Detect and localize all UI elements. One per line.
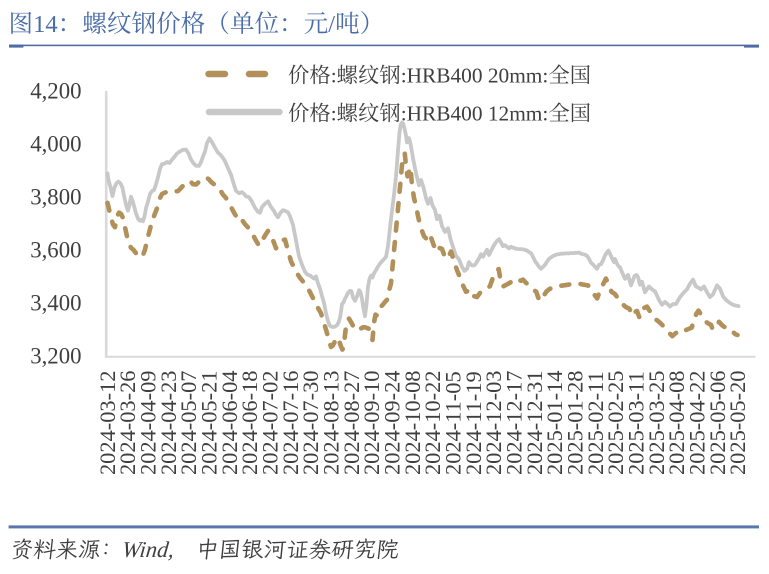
svg-text:2024-03-26: 2024-03-26 bbox=[115, 371, 140, 475]
svg-text:2024-09-10: 2024-09-10 bbox=[359, 371, 384, 475]
svg-text:2025-03-11: 2025-03-11 bbox=[624, 371, 649, 475]
svg-text:2025-01-28: 2025-01-28 bbox=[563, 371, 588, 475]
svg-text:2025-02-11: 2025-02-11 bbox=[583, 371, 608, 475]
svg-text:2024-08-13: 2024-08-13 bbox=[319, 371, 344, 475]
svg-text::: : bbox=[331, 102, 337, 126]
svg-text:2024-04-09: 2024-04-09 bbox=[136, 371, 161, 475]
svg-text:3,800: 3,800 bbox=[30, 184, 81, 209]
svg-text:2025-03-25: 2025-03-25 bbox=[644, 371, 669, 475]
svg-text:2024-07-02: 2024-07-02 bbox=[258, 371, 283, 475]
svg-text::HRB400 20mm:: :HRB400 20mm: bbox=[401, 64, 549, 88]
svg-text:/: / bbox=[328, 11, 335, 38]
svg-text:2025-05-20: 2025-05-20 bbox=[725, 371, 750, 475]
svg-text:4,000: 4,000 bbox=[30, 131, 81, 156]
svg-text:2024-11-19: 2024-11-19 bbox=[461, 371, 486, 475]
svg-text:2024-09-24: 2024-09-24 bbox=[380, 371, 405, 475]
svg-text:2024-05-07: 2024-05-07 bbox=[176, 371, 201, 475]
svg-text:2024-12-17: 2024-12-17 bbox=[502, 371, 527, 475]
svg-text:14: 14 bbox=[33, 11, 58, 38]
svg-text:3,600: 3,600 bbox=[30, 237, 81, 262]
svg-text:2024-11-05: 2024-11-05 bbox=[441, 371, 466, 475]
svg-text:2024-10-08: 2024-10-08 bbox=[400, 371, 425, 475]
svg-text:3,400: 3,400 bbox=[30, 290, 81, 315]
svg-text:Wind,: Wind, bbox=[121, 537, 175, 562]
svg-text:2024-05-21: 2024-05-21 bbox=[197, 371, 222, 475]
svg-text::: : bbox=[331, 64, 337, 88]
svg-text:2024-06-04: 2024-06-04 bbox=[217, 371, 242, 475]
svg-text:2025-04-08: 2025-04-08 bbox=[664, 371, 689, 475]
svg-text:4,200: 4,200 bbox=[30, 78, 81, 103]
svg-text:2024-06-18: 2024-06-18 bbox=[237, 371, 262, 475]
svg-text:2025-01-14: 2025-01-14 bbox=[542, 371, 567, 475]
svg-text:2024-08-27: 2024-08-27 bbox=[339, 371, 364, 475]
svg-text:2024-12-03: 2024-12-03 bbox=[481, 371, 506, 475]
svg-text::HRB400 12mm:: :HRB400 12mm: bbox=[401, 102, 549, 126]
svg-text:2025-04-22: 2025-04-22 bbox=[685, 371, 710, 475]
svg-text:3,200: 3,200 bbox=[30, 343, 81, 368]
svg-text:2024-12-31: 2024-12-31 bbox=[522, 371, 547, 475]
svg-text:2025-05-06: 2025-05-06 bbox=[705, 371, 730, 475]
svg-text:2025-02-25: 2025-02-25 bbox=[603, 371, 628, 475]
svg-text:2024-07-16: 2024-07-16 bbox=[278, 371, 303, 475]
svg-text:2024-03-12: 2024-03-12 bbox=[95, 371, 120, 475]
svg-text:2024-04-23: 2024-04-23 bbox=[156, 371, 181, 475]
svg-text:2024-07-30: 2024-07-30 bbox=[298, 371, 323, 475]
svg-text:2024-10-22: 2024-10-22 bbox=[420, 371, 445, 475]
